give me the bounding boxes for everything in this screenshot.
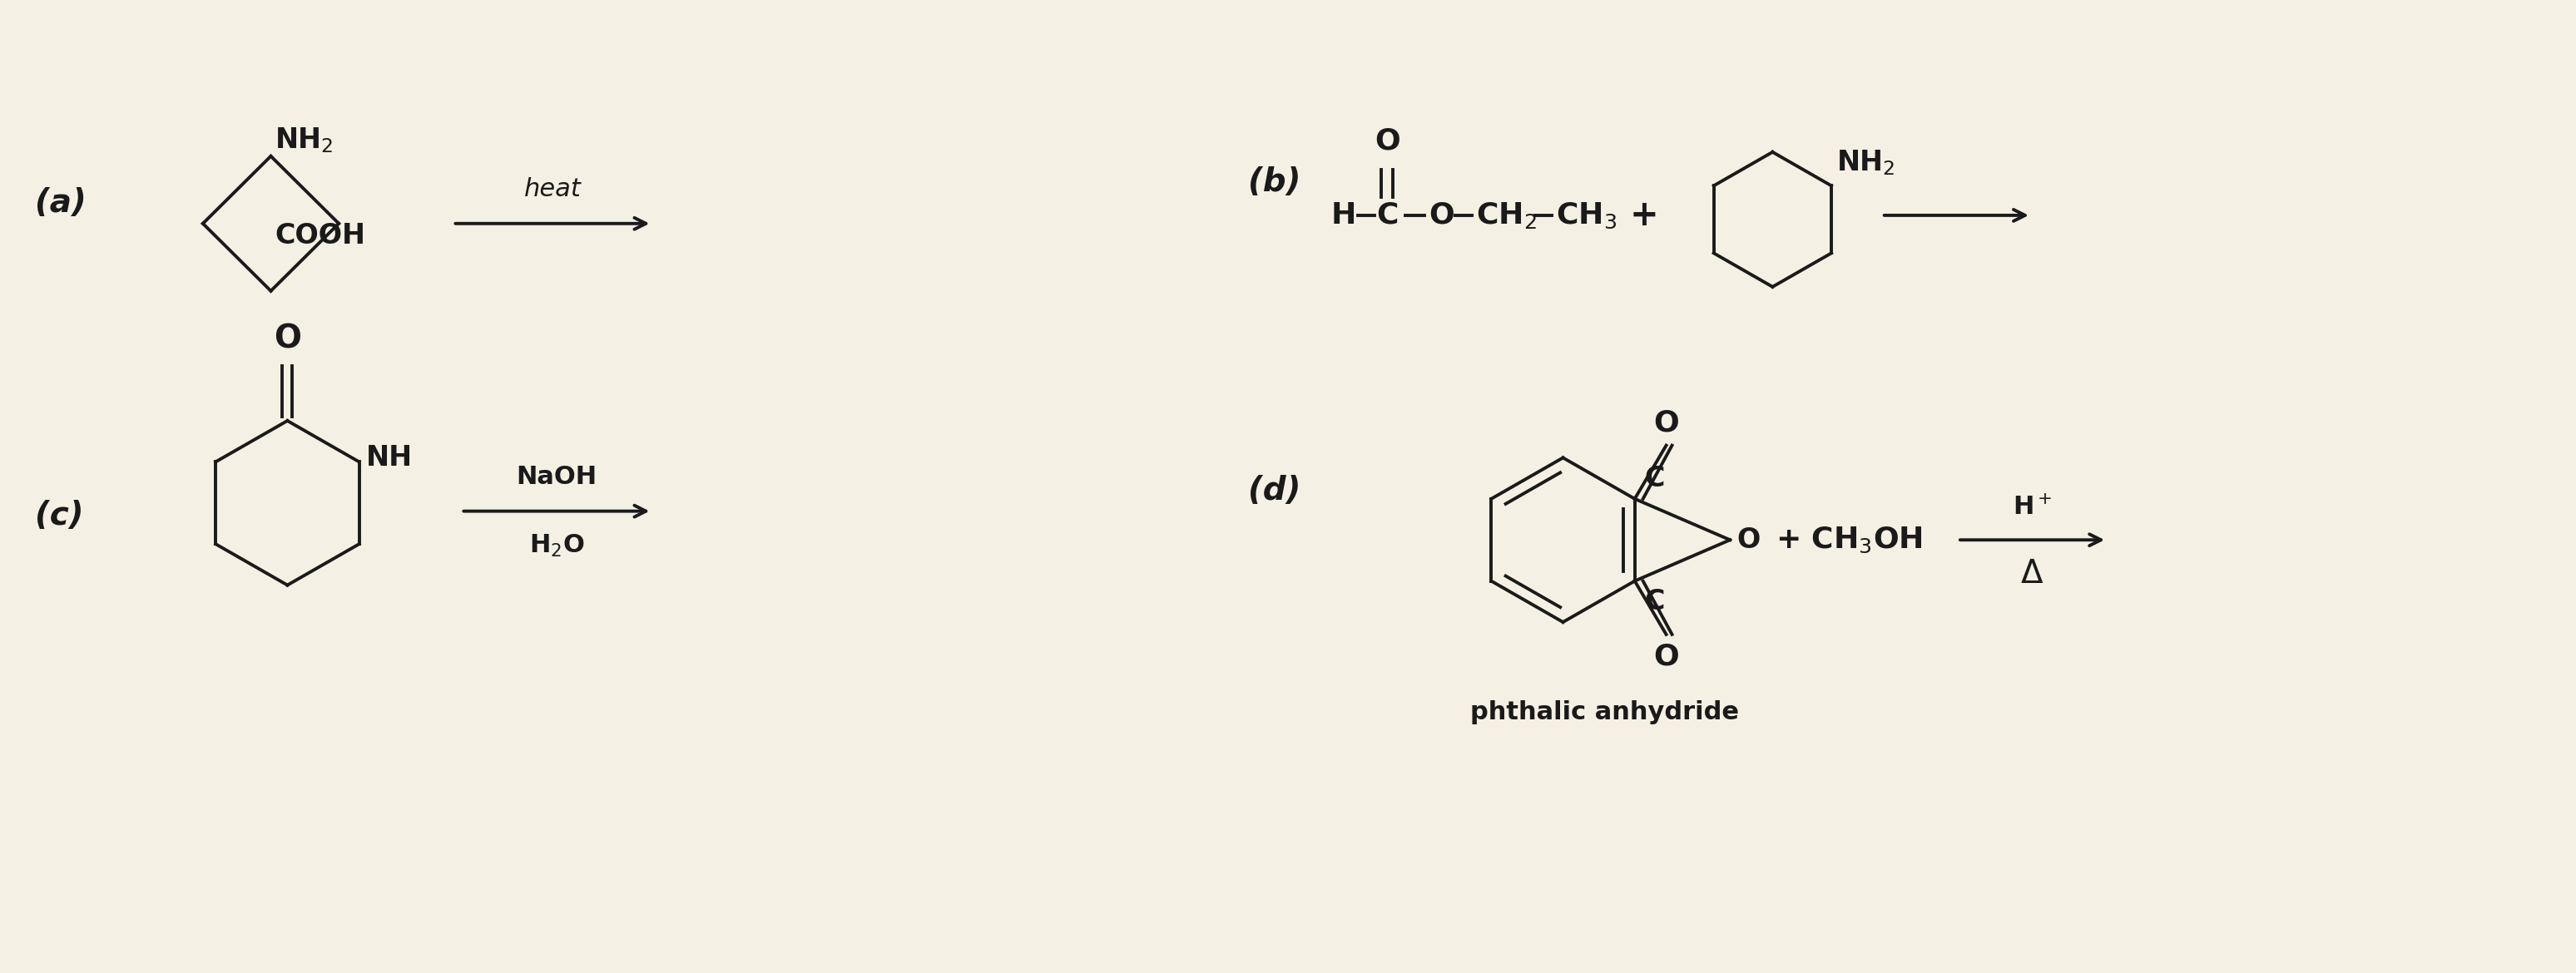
Text: (b): (b) [1249, 166, 1301, 198]
Text: (a): (a) [33, 187, 85, 219]
Text: H: H [1332, 201, 1358, 230]
Text: O: O [1654, 409, 1680, 437]
Text: CH$_3$: CH$_3$ [1556, 200, 1615, 230]
Text: O: O [1736, 526, 1759, 554]
Text: heat: heat [523, 177, 582, 201]
Text: + CH$_3$OH: + CH$_3$OH [1775, 525, 1922, 555]
Text: NH: NH [366, 444, 412, 472]
Text: C: C [1643, 465, 1664, 492]
Text: phthalic anhydride: phthalic anhydride [1471, 701, 1739, 725]
Text: (d): (d) [1249, 475, 1301, 506]
Text: NH$_2$: NH$_2$ [276, 126, 332, 155]
Text: COOH: COOH [276, 222, 366, 249]
Text: +: + [1631, 198, 1659, 233]
Text: O: O [1430, 201, 1455, 230]
Text: H$^+$: H$^+$ [2012, 495, 2053, 520]
Text: CH$_2$: CH$_2$ [1476, 200, 1535, 231]
Text: NaOH: NaOH [515, 465, 598, 489]
Text: H$_2$O: H$_2$O [528, 533, 585, 559]
Text: O: O [1654, 642, 1680, 671]
Text: $\Delta$: $\Delta$ [2020, 558, 2045, 590]
Text: NH$_2$: NH$_2$ [1837, 149, 1893, 177]
Text: C: C [1376, 201, 1399, 230]
Text: O: O [273, 323, 301, 355]
Text: O: O [1376, 127, 1401, 156]
Text: (c): (c) [33, 499, 82, 531]
Text: C: C [1643, 588, 1664, 615]
